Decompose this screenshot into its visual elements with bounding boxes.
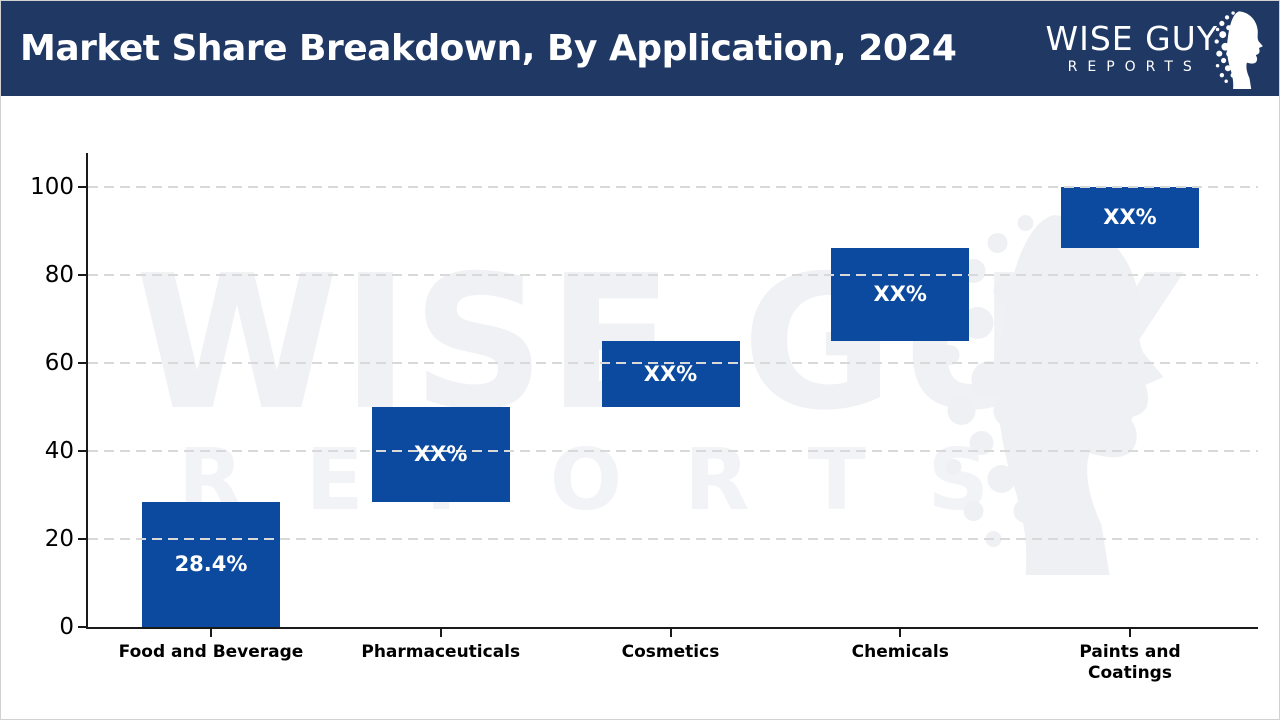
logo-text: WISE GUY REPORTS xyxy=(1045,22,1218,75)
y-tick-label: 40 xyxy=(44,437,74,464)
x-tick-mark xyxy=(669,629,672,637)
gridline-y-60 xyxy=(88,361,1258,364)
wise-guy-logo: WISE GUY REPORTS xyxy=(1045,7,1266,89)
y-tick-label: 100 xyxy=(30,173,74,200)
bar-value-label: XX% xyxy=(1103,205,1157,230)
page-title: Market Share Breakdown, By Application, … xyxy=(20,27,957,69)
header-bar: Market Share Breakdown, By Application, … xyxy=(0,0,1280,96)
x-tick-mark xyxy=(439,629,442,637)
y-tick-mark xyxy=(78,361,86,364)
x-category-label: Chemicals xyxy=(851,642,949,662)
logo-name: WISE GUY xyxy=(1045,18,1218,58)
x-category-label: Paints and Coatings xyxy=(1079,642,1181,683)
y-tick-label: 0 xyxy=(59,614,74,640)
dotted-face-icon xyxy=(1214,7,1266,89)
bar-2 xyxy=(371,406,510,502)
y-tick-label: 80 xyxy=(44,261,74,288)
watermark-face-icon xyxy=(935,195,1180,575)
gridline-y-40 xyxy=(88,449,1258,452)
chart-area: WISE GUY REPORTS 0 20 40 60 80 100 28.4% Food a… xyxy=(0,96,1280,720)
y-tick-label: 20 xyxy=(44,525,74,552)
y-tick-mark xyxy=(78,185,86,188)
gridline-y-80 xyxy=(88,273,1258,276)
y-tick-label: 60 xyxy=(44,349,74,376)
bar-1 xyxy=(142,501,280,627)
logo-sub: REPORTS xyxy=(1067,58,1202,75)
y-tick-mark xyxy=(78,626,86,628)
bar-value-label: XX% xyxy=(873,282,927,307)
y-axis-line xyxy=(86,153,88,629)
bar-3 xyxy=(601,340,740,407)
x-axis-line xyxy=(86,627,1258,629)
x-tick-mark xyxy=(210,629,212,637)
x-category-label: Pharmaceuticals xyxy=(361,642,521,662)
y-tick-mark xyxy=(78,273,86,276)
bar-value-label: 28.4% xyxy=(174,552,248,577)
bar-5 xyxy=(1061,186,1199,249)
x-category-label: Cosmetics xyxy=(621,642,720,662)
bar-value-label: XX% xyxy=(414,442,468,467)
y-tick-mark xyxy=(78,537,86,540)
gridline-y-100 xyxy=(88,185,1258,188)
gridline-y-20 xyxy=(88,537,1258,540)
x-tick-mark xyxy=(1129,629,1131,637)
bar-value-label: XX% xyxy=(643,361,698,386)
x-category-label: Food and Beverage xyxy=(118,642,304,662)
watermark-text-line2: REPORTS xyxy=(178,431,1051,530)
x-tick-mark xyxy=(899,629,902,637)
bar-4 xyxy=(831,248,970,341)
y-tick-mark xyxy=(78,449,86,452)
